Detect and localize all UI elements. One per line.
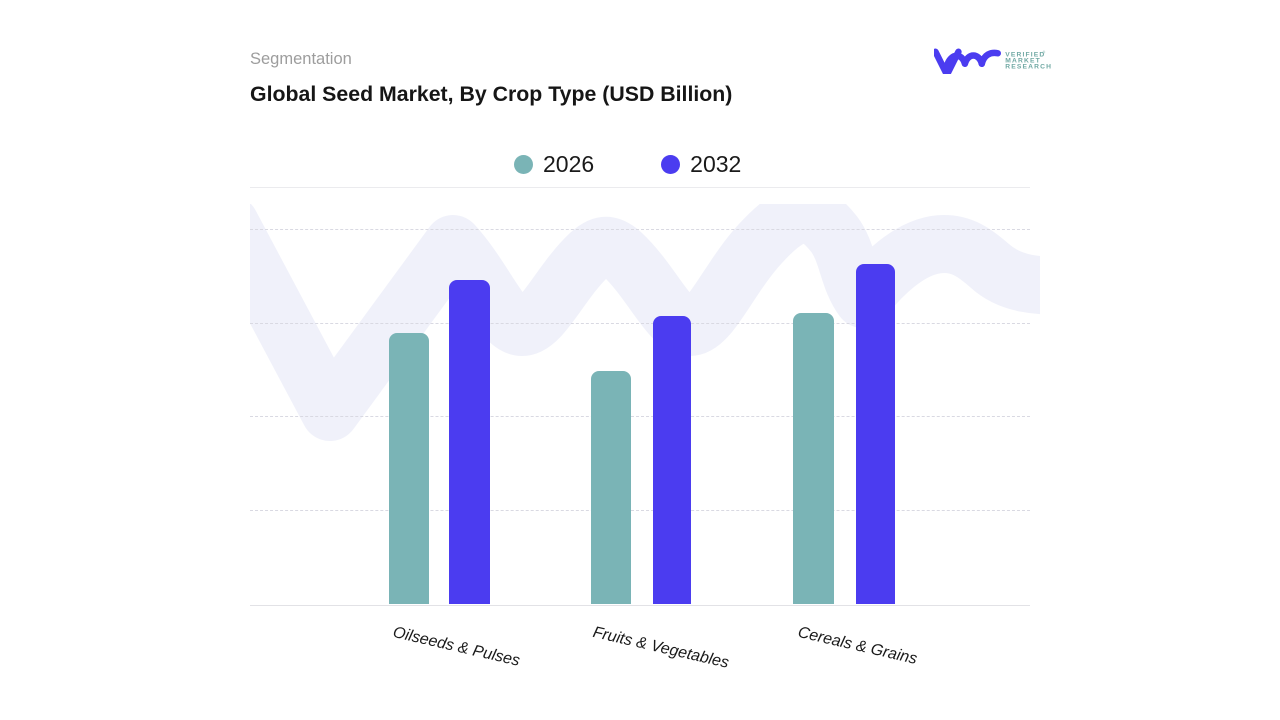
svg-text:RESEARCH: RESEARCH (1005, 64, 1052, 71)
svg-text:®: ® (1043, 50, 1046, 54)
